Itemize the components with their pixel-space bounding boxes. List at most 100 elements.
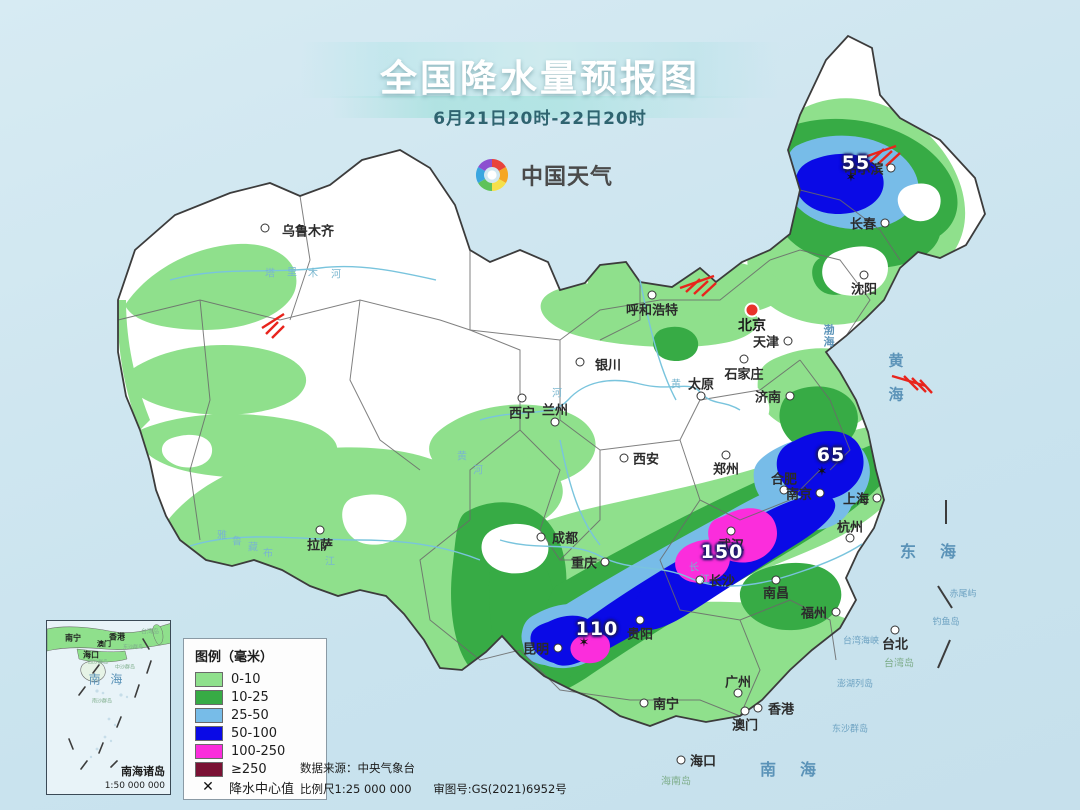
legend-row: ≥250 [195, 760, 326, 778]
city-marker [695, 575, 705, 585]
city-marker [635, 615, 645, 625]
inset-label-9: 南沙群岛 [91, 698, 113, 705]
rivers [169, 265, 863, 587]
city-marker [753, 703, 763, 713]
precip-none-areas [161, 183, 941, 574]
legend-row: 50-100 [195, 724, 326, 742]
inset-label-2: 澳门 [97, 640, 111, 648]
inset-label-7: 西沙群岛 [87, 659, 109, 666]
legend-range-label: 25-50 [231, 707, 269, 723]
city-marker [845, 533, 855, 543]
inset-scale: 1:50 000 000 [104, 781, 165, 791]
scale-and-approval-note: 比例尺1:25 000 000 审图号:GS(2021)6952号 [300, 781, 585, 797]
inset-label-5: 东沙群岛 [122, 644, 144, 651]
city-marker [815, 488, 825, 498]
city-marker [739, 354, 749, 364]
city-marker [733, 688, 743, 698]
boundary-ticks [937, 500, 953, 669]
legend-range-label: ≥250 [231, 761, 267, 777]
city-marker [676, 755, 686, 765]
legend-range-label: 50-100 [231, 725, 278, 741]
forecast-period: 6月21日20时-22日20时 [433, 109, 647, 129]
province-borders [117, 189, 901, 717]
legend-color-swatch [195, 761, 223, 777]
city-marker [536, 532, 546, 542]
precip-center-marker-0: ✶ [845, 170, 857, 186]
legend-range-label: 0-10 [231, 671, 261, 687]
city-marker [721, 450, 731, 460]
precip-center-value-2: 150 [700, 541, 744, 563]
precip-center-value-0: 55 [841, 152, 871, 174]
city-marker [859, 270, 869, 280]
legend-range-label: 10-25 [231, 689, 269, 705]
precip-center-value-3: 110 [575, 618, 619, 640]
capital-marker [746, 304, 758, 316]
city-marker [550, 417, 560, 427]
city-marker [517, 393, 527, 403]
legend-color-swatch [195, 707, 223, 723]
precip-center-marker-2: ✶ [701, 544, 713, 560]
pinwheel-logo-icon [475, 158, 509, 192]
city-marker [872, 493, 882, 503]
inset-label-3: 海口 [83, 650, 99, 660]
city-marker [890, 625, 900, 635]
city-marker [880, 218, 890, 228]
city-marker [831, 607, 841, 617]
legend-color-swatch [195, 725, 223, 741]
map-approval-number: 审图号:GS(2021)6952号 [433, 782, 567, 796]
precip-center-marker-1: ✶ [816, 464, 828, 480]
legend-row: 0-10 [195, 670, 326, 688]
brand-logo: 中国天气 [472, 155, 613, 195]
city-marker [553, 643, 563, 653]
city-marker [779, 485, 789, 495]
city-marker [696, 391, 706, 401]
data-source-note: 数据来源：中央气象台 [300, 761, 415, 775]
legend-box: 图例（毫米） 0-10 10-25 25-50 50-100 100-250 ≥250 ✕… [183, 638, 327, 800]
precip-center-marker-3: ✶ [578, 635, 590, 651]
city-marker [647, 290, 657, 300]
legend-color-swatch [195, 743, 223, 759]
page-title: 全国降水量预报图 [380, 57, 700, 100]
legend-row: 100-250 [195, 742, 326, 760]
precip-band-100-250 [570, 508, 777, 664]
city-marker [785, 391, 795, 401]
national-border [117, 34, 986, 727]
legend-rows: 0-10 10-25 25-50 50-100 100-250 ≥250 [195, 670, 326, 778]
subtitle-banner-glow [330, 96, 750, 118]
city-marker [619, 453, 629, 463]
legend-color-swatch [195, 689, 223, 705]
city-marker [783, 336, 793, 346]
legend-range-label: 100-250 [231, 743, 286, 759]
legend-color-swatch [195, 671, 223, 687]
inset-map-graphic [47, 621, 170, 794]
city-marker [639, 698, 649, 708]
city-marker [260, 223, 270, 233]
precip-center-icon: ✕ [202, 779, 214, 795]
inset-label-8: 南 海 [88, 672, 126, 687]
city-marker [315, 525, 325, 535]
inset-label-1: 香港 [109, 632, 125, 642]
inset-label-4: 台湾岛 [140, 628, 160, 636]
legend-center-label: 降水中心值 [229, 781, 295, 797]
frontal-hatch-marks [261, 144, 933, 394]
city-marker [771, 575, 781, 585]
legend-row: 10-25 [195, 688, 326, 706]
precip-center-value-1: 65 [816, 444, 846, 466]
legend-title: 图例（毫米） [195, 650, 274, 665]
inset-title: 南海诸岛 [121, 765, 165, 778]
legend-row-center-value: ✕ 降水中心值 [195, 778, 326, 797]
city-marker [575, 357, 585, 367]
city-marker [740, 706, 750, 716]
title-banner-glow [300, 42, 780, 98]
map-scale-text: 比例尺1:25 000 000 [300, 782, 412, 796]
inset-label-6: 中沙群岛 [114, 664, 136, 671]
city-marker [726, 526, 736, 536]
inset-label-0: 南宁 [65, 633, 81, 643]
legend-row: 25-50 [195, 706, 326, 724]
brand-logo-text: 中国天气 [521, 165, 614, 190]
city-marker [886, 163, 896, 173]
south-china-sea-inset: 南宁 香港 澳门海口 台湾岛东沙群岛中沙群岛 西沙群岛南 海南沙群岛 南海诸岛 1:50… [46, 620, 171, 795]
city-marker [600, 557, 610, 567]
